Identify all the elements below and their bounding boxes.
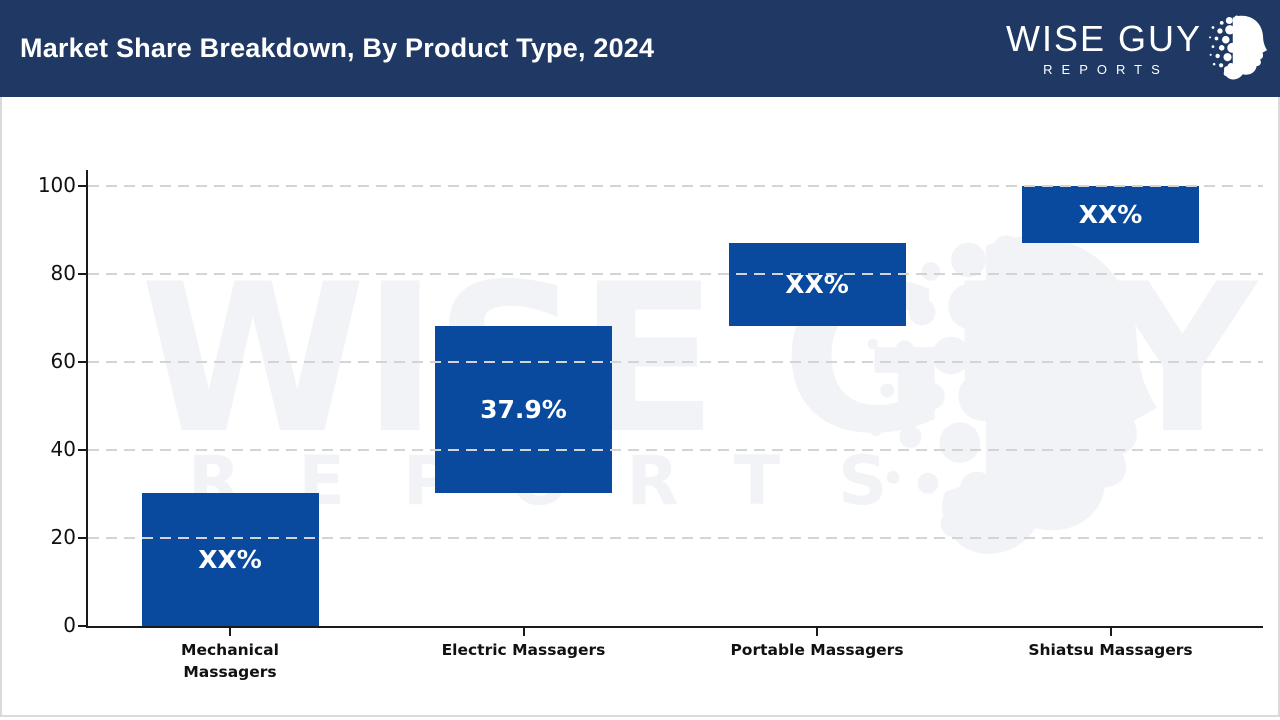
header-bar: Market Share Breakdown, By Product Type,…: [0, 0, 1280, 97]
x-axis-line: [85, 626, 1263, 628]
gridline: [87, 185, 1263, 187]
brand-logo: WISE GUY REPORTS: [1006, 8, 1270, 90]
y-tick: [77, 273, 86, 275]
bar-value-label: 37.9%: [480, 395, 567, 425]
category-label-portable-massagers: Portable Massagers: [730, 641, 904, 659]
y-tick-label: 40: [50, 437, 76, 461]
y-tick: [77, 537, 86, 539]
gridline: [87, 361, 1263, 363]
bar-value-label: XX%: [785, 270, 849, 300]
category-label-electric-massagers: Electric Massagers: [441, 641, 606, 659]
gridline: [87, 449, 1263, 451]
logo-wordmark: WISE GUY: [1005, 17, 1202, 59]
page-frame-bottom: [0, 715, 1280, 717]
bar-value-label: XX%: [1078, 200, 1143, 230]
y-axis-line: [85, 170, 88, 628]
y-tick-label: 0: [63, 613, 76, 637]
bar-mechanical-massagers: XX%: [141, 493, 319, 626]
y-tick: [77, 625, 86, 627]
y-tick: [77, 449, 86, 451]
x-tick: [1109, 628, 1112, 636]
gridline: [87, 537, 1263, 539]
x-tick: [522, 628, 525, 636]
page-frame-right: [1278, 97, 1280, 717]
y-tick: [77, 361, 86, 363]
y-tick-label: 60: [50, 349, 76, 373]
logo-head-icon: [1206, 8, 1270, 90]
bar-portable-massagers: XX%: [728, 243, 906, 327]
category-label-mechanical-massagers: Mechanical Massagers: [181, 641, 279, 681]
bar-electric-massagers: 37.9%: [435, 326, 612, 494]
logo-subtext: REPORTS: [1043, 61, 1169, 77]
gridline: [87, 273, 1263, 275]
page-title: Market Share Breakdown, By Product Type,…: [20, 33, 655, 63]
y-tick-label: 100: [37, 173, 76, 197]
x-tick: [229, 628, 231, 636]
brand-logo-text: WISE GUY REPORTS: [1005, 17, 1202, 77]
bar-value-label: XX%: [198, 545, 262, 575]
x-tick: [816, 628, 818, 636]
bar-shiatsu-massagers: XX%: [1022, 186, 1199, 244]
page-frame-left: [0, 97, 2, 717]
y-tick-label: 20: [50, 525, 76, 549]
category-label-shiatsu-massagers: Shiatsu Massagers: [1028, 641, 1193, 659]
y-tick: [77, 185, 86, 187]
y-tick-label: 80: [50, 261, 76, 285]
